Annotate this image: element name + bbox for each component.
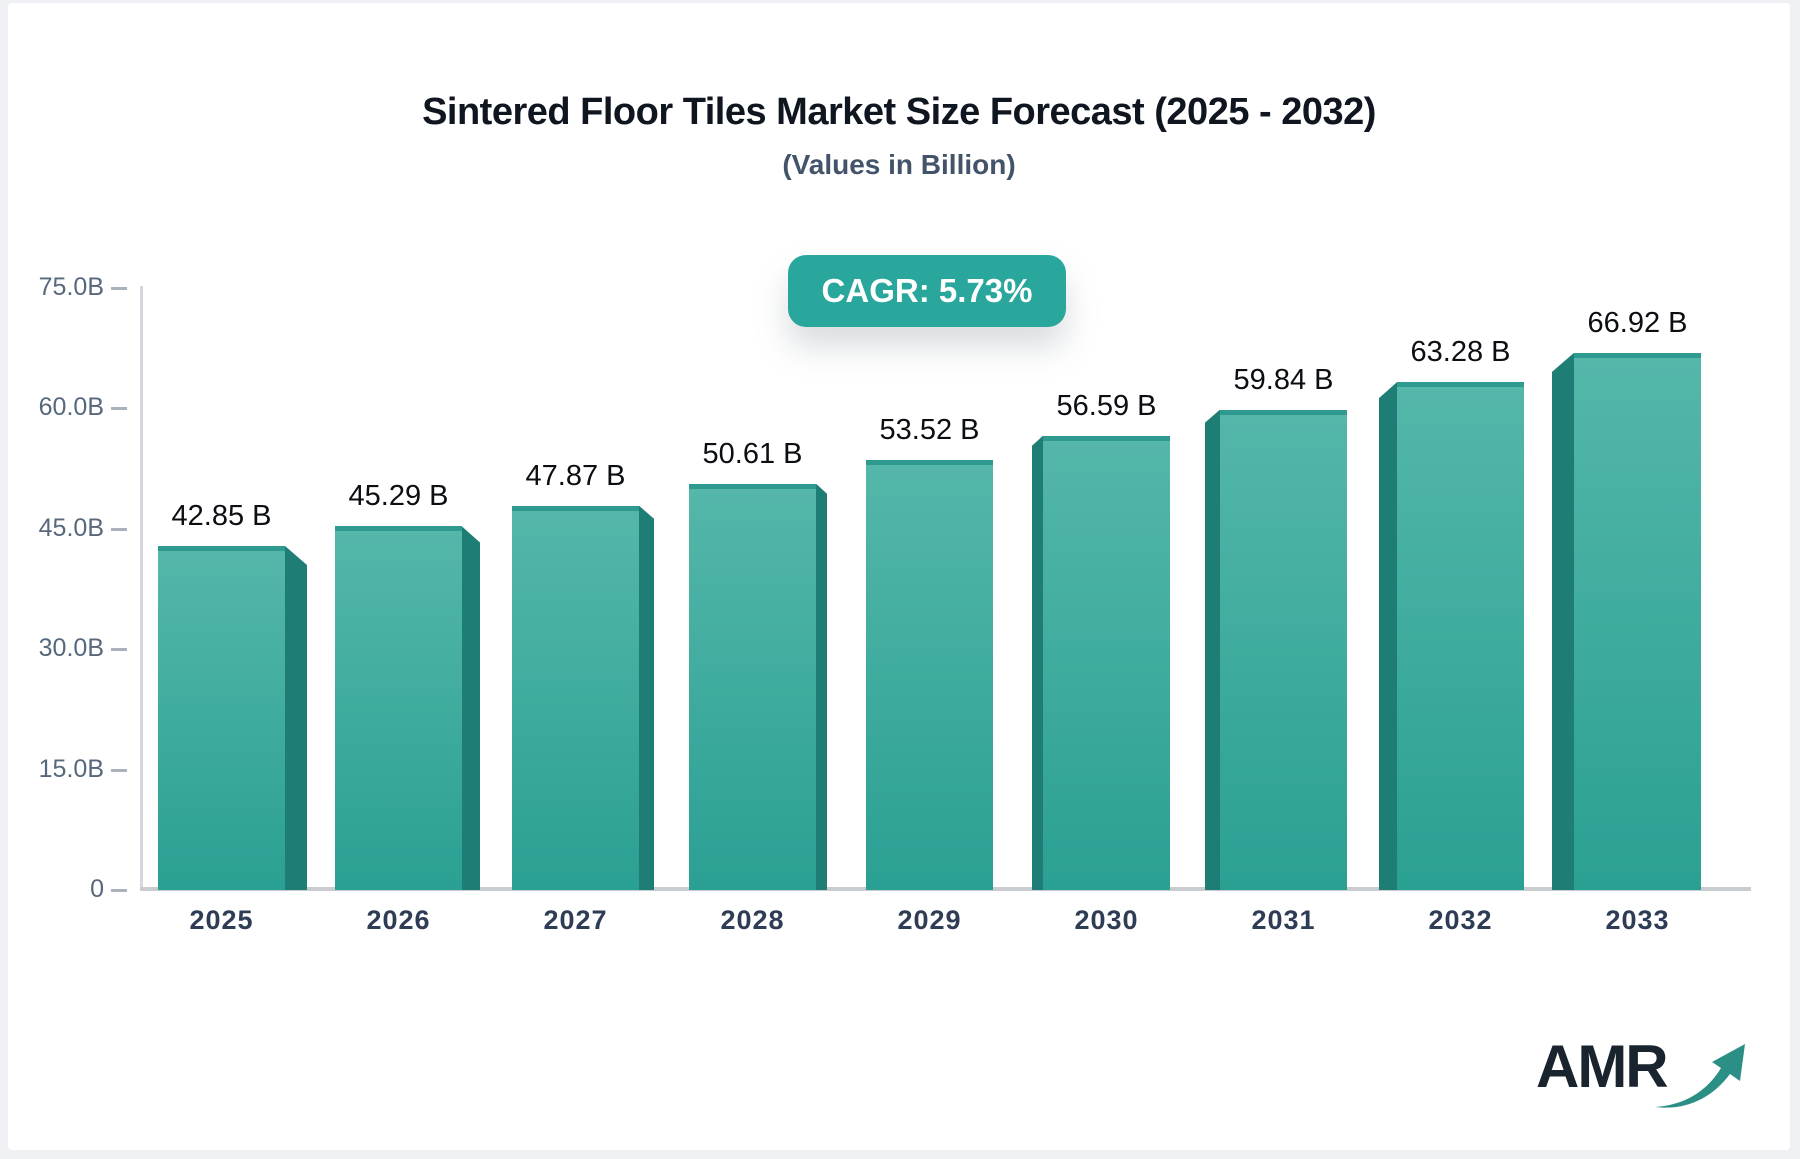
brand-logo-text: AMR [1536, 1033, 1669, 1100]
y-axis-tick-mark [111, 889, 127, 892]
bar [158, 546, 285, 890]
bar-3d-side [462, 526, 480, 890]
y-axis-tick-label: 0 [90, 875, 104, 903]
bar [1574, 352, 1701, 890]
bar-3d-side [285, 546, 307, 890]
bar [1220, 409, 1347, 890]
bar-3d-side [1552, 352, 1574, 890]
chart-title: Sintered Floor Tiles Market Size Forecas… [422, 91, 1376, 133]
y-axis-tick-label: 45.0B [38, 513, 104, 542]
bar-value-label: 50.61 B [702, 437, 803, 470]
bar-3d-side [1032, 435, 1043, 890]
brand-logo: AMR [1536, 1037, 1767, 1113]
bar [689, 483, 816, 890]
y-axis-tick-label: 30.0B [38, 634, 104, 663]
bar-value-label: 59.84 B [1233, 363, 1334, 396]
bar-chart-plot-area: 75.0B 60.0B 45.0B 30.0B 15.0B 0 42.85 B 2025 45.… [8, 3, 1800, 1159]
y-axis-tick-mark [111, 407, 127, 411]
bar-value-label: 63.28 B [1410, 336, 1511, 369]
bar-3d-side [1205, 409, 1220, 890]
bar-value-label: 66.92 B [1587, 306, 1688, 339]
y-axis-tick-mark [111, 648, 127, 652]
bar-value-label: 45.29 B [348, 480, 449, 513]
x-axis-category-label: 2030 [1074, 905, 1139, 935]
bar-value-label: 56.59 B [1056, 389, 1157, 422]
x-axis-category-label: 2025 [189, 905, 254, 935]
y-axis-tick-label: 75.0B [38, 273, 104, 301]
x-axis-category-label: 2033 [1605, 905, 1670, 935]
bar [866, 460, 993, 890]
y-axis-tick-mark [111, 287, 127, 290]
bar [1043, 435, 1170, 890]
bar [1397, 382, 1524, 890]
bar [512, 505, 639, 890]
growth-arrow-icon [1654, 1044, 1745, 1108]
x-axis-category-label: 2031 [1251, 905, 1316, 935]
x-axis-category-label: 2027 [543, 905, 608, 935]
y-axis-tick-label: 15.0B [38, 754, 104, 783]
bar-3d-side [639, 505, 654, 890]
bar-value-label: 53.52 B [879, 414, 980, 447]
bar-3d-side [816, 483, 827, 890]
x-axis-category-label: 2032 [1428, 905, 1493, 935]
y-axis-tick-mark [111, 768, 127, 772]
y-axis-line [140, 286, 143, 890]
cagr-badge: CAGR: 5.73% [788, 255, 1066, 327]
y-axis-tick-label: 60.0B [38, 393, 104, 422]
y-axis-tick-mark [111, 527, 127, 531]
x-axis-category-label: 2026 [366, 905, 431, 935]
x-axis-category-label: 2028 [720, 905, 785, 935]
chart-card: Sintered Floor Tiles Market Size Forecas… [8, 3, 1790, 1150]
bar-value-label: 47.87 B [525, 459, 626, 492]
x-axis-category-label: 2029 [897, 905, 962, 935]
bar [335, 526, 462, 890]
chart-subtitle: (Values in Billion) [782, 149, 1016, 180]
bar-value-label: 42.85 B [171, 500, 272, 533]
cagr-badge-label: CAGR: 5.73% [821, 272, 1033, 309]
bar-3d-side [1379, 382, 1397, 890]
